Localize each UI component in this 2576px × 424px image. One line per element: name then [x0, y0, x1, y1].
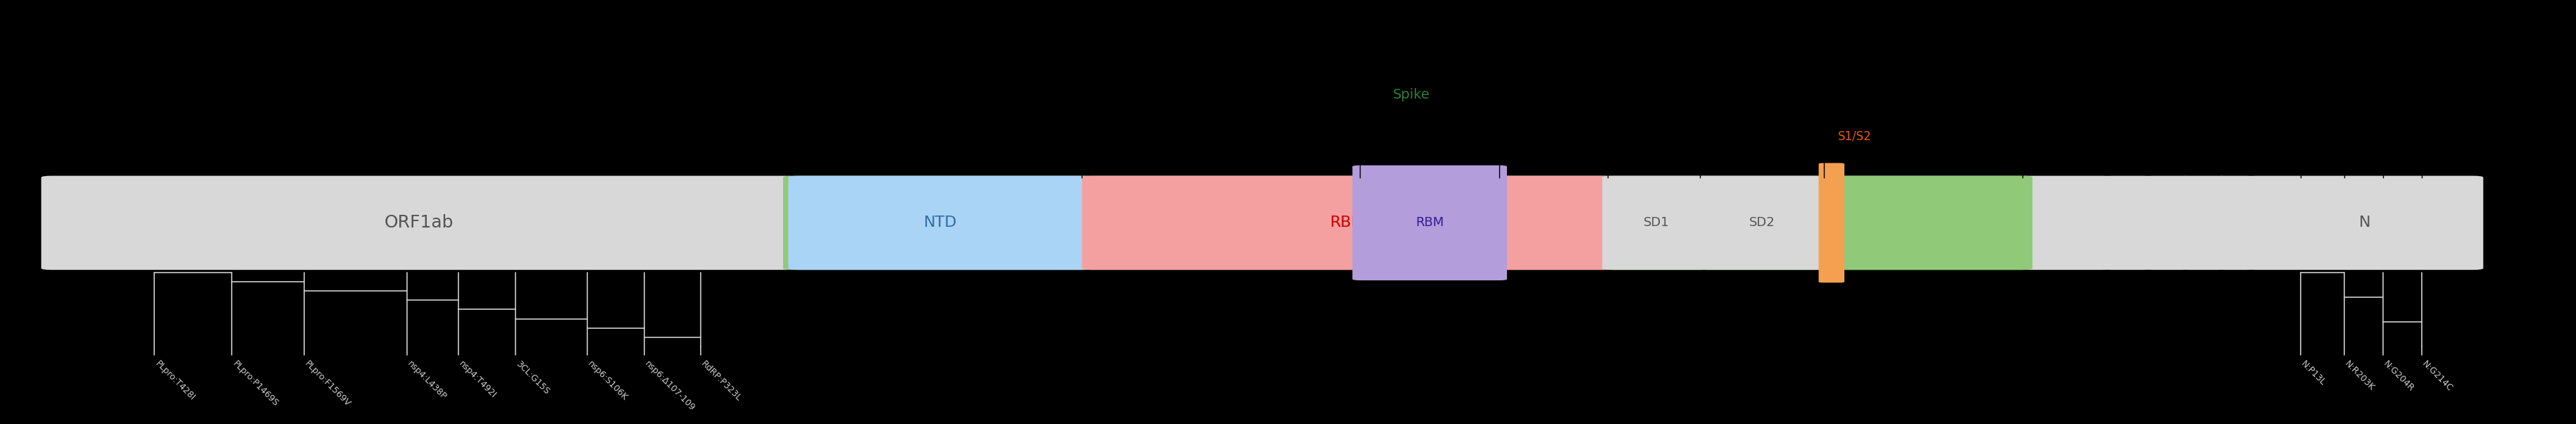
FancyBboxPatch shape — [1602, 176, 1710, 270]
FancyBboxPatch shape — [2246, 176, 2483, 270]
FancyBboxPatch shape — [2102, 176, 2154, 270]
Text: PLpro:F1569V: PLpro:F1569V — [301, 359, 353, 408]
Text: nsp6:Δ107-109: nsp6:Δ107-109 — [641, 359, 696, 413]
Text: N: N — [2360, 216, 2370, 230]
Text: N:P13L: N:P13L — [2298, 359, 2326, 388]
Text: 3CL:G15S: 3CL:G15S — [513, 359, 551, 396]
FancyBboxPatch shape — [788, 176, 1092, 270]
FancyBboxPatch shape — [41, 176, 796, 270]
Text: RdRP:P323L: RdRP:P323L — [698, 359, 744, 403]
Text: N:R203K: N:R203K — [2342, 359, 2375, 393]
Text: S1/S2: S1/S2 — [1837, 130, 1873, 142]
FancyBboxPatch shape — [2143, 176, 2192, 270]
Text: RBM: RBM — [1414, 217, 1445, 229]
Text: PLpro:T428I: PLpro:T428I — [152, 359, 196, 402]
Text: nsp4:T492I: nsp4:T492I — [456, 359, 497, 400]
FancyBboxPatch shape — [2179, 176, 2228, 270]
Text: SD2: SD2 — [1749, 217, 1775, 229]
Text: ORF1ab: ORF1ab — [384, 215, 453, 231]
Text: SD1: SD1 — [1643, 217, 1669, 229]
FancyBboxPatch shape — [1698, 176, 1826, 270]
FancyBboxPatch shape — [2215, 176, 2257, 270]
FancyBboxPatch shape — [1819, 163, 1844, 283]
Text: nsp6:S106K: nsp6:S106K — [585, 359, 629, 402]
Text: N:G204R: N:G204R — [2380, 359, 2416, 393]
FancyBboxPatch shape — [783, 176, 2032, 270]
FancyBboxPatch shape — [1082, 176, 1613, 270]
Text: Spike: Spike — [1394, 88, 1430, 102]
FancyBboxPatch shape — [2020, 176, 2112, 270]
Text: PLpro:P1469S: PLpro:P1469S — [229, 359, 281, 408]
Text: nsp4:L438P: nsp4:L438P — [404, 359, 448, 402]
Text: N:G214C: N:G214C — [2419, 359, 2455, 393]
Text: RBD: RBD — [1329, 216, 1365, 230]
FancyBboxPatch shape — [1832, 176, 2032, 270]
FancyBboxPatch shape — [1352, 165, 1507, 280]
Text: NTD: NTD — [925, 216, 956, 230]
